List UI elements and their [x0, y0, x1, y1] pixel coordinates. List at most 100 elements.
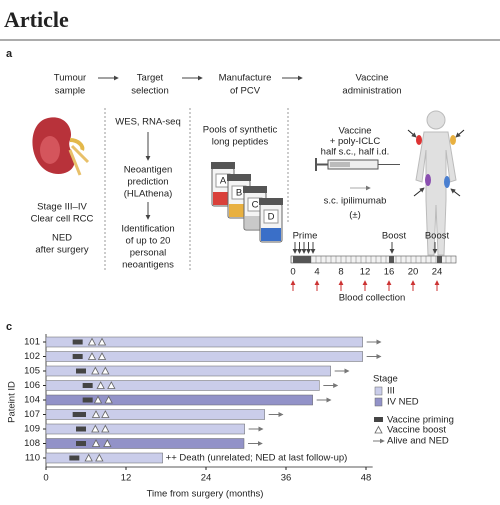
syringe-icon — [315, 158, 400, 191]
selection-text: Neoantigen — [124, 165, 173, 176]
legend-swatch — [374, 386, 383, 396]
vial-liquid — [261, 228, 281, 241]
boost-mark — [101, 424, 110, 433]
x-tick-label: 12 — [121, 473, 132, 484]
legend-label: Alive and NED — [387, 436, 449, 447]
vaccine-text: Vaccine — [338, 126, 371, 137]
patient-bar — [45, 452, 163, 464]
boost-mark — [107, 381, 116, 389]
priming-mark — [72, 412, 86, 417]
y-axis-label: Pateint ID — [7, 381, 18, 423]
week-label: 8 — [338, 267, 343, 278]
selection-text: personal — [130, 248, 166, 259]
tumour-text: NED — [52, 233, 72, 244]
legend-label: Vaccine priming — [387, 415, 454, 426]
patient-bar — [45, 351, 363, 362]
swimmer-chart: c Pateint ID Time from surgery (months) … — [6, 321, 454, 500]
kidney-icon — [32, 117, 90, 176]
priming-mark — [69, 455, 80, 461]
boost-mark — [91, 439, 101, 447]
x-tick-label: 48 — [361, 473, 372, 484]
y-tick-label: 106 — [24, 380, 40, 391]
y-tick-label: 102 — [24, 351, 40, 362]
patient-bar — [45, 423, 245, 435]
blood-label: Blood collection — [339, 293, 406, 304]
x-axis-label: Time from surgery (months) — [147, 489, 264, 500]
patient-bar — [45, 365, 331, 377]
step-label: selection — [131, 86, 169, 97]
tumour-text: Stage III–IV — [37, 202, 87, 213]
boost-mark — [97, 352, 107, 360]
vial-cap — [211, 162, 235, 169]
boost-label: Boost — [425, 231, 450, 242]
step-label: administration — [342, 86, 401, 97]
boost-mark — [87, 337, 97, 346]
timeline: Prime Boost Boost 0 4 8 12 16 20 24 Blood collecti… — [290, 231, 457, 304]
selection-text: prediction — [127, 177, 168, 188]
step-label: Manufacture — [219, 73, 272, 84]
boost-mark — [84, 453, 93, 462]
selection-text: WES, RNA-seq — [115, 117, 180, 128]
y-tick-label: 110 — [25, 453, 40, 464]
priming-mark — [82, 383, 93, 388]
y-tick-label: 104 — [24, 395, 40, 406]
legend-priming — [374, 417, 383, 422]
vial-label: B — [236, 188, 242, 199]
step-label: of PCV — [230, 86, 261, 97]
selection-text: Identification — [121, 224, 174, 235]
week-label: 4 — [314, 267, 319, 278]
step-label: Vaccine — [355, 73, 388, 84]
patient-bar — [45, 394, 313, 406]
y-tick-label: 101 — [24, 337, 40, 348]
vial-label: A — [220, 176, 227, 187]
week-label: 16 — [384, 267, 395, 278]
selection-text: WES, RNA-seq Neoantigenprediction(HLAthen… — [115, 117, 180, 271]
legend-title: Stage — [373, 374, 398, 385]
vial-cap — [243, 186, 267, 193]
boost-mark — [87, 352, 97, 360]
patient-bar — [45, 336, 363, 348]
priming-mark — [76, 441, 86, 446]
patient-bar — [45, 380, 320, 391]
boost-mark — [91, 410, 101, 418]
legend-boost — [374, 425, 383, 434]
patient-bar — [45, 409, 265, 420]
optional-text: (±) — [349, 210, 361, 221]
prime-label: Prime — [293, 231, 318, 242]
boost-mark — [101, 366, 110, 375]
legend-label: III — [387, 386, 395, 397]
annotation: ++ Death (unrelated; NED at last follow-… — [166, 453, 348, 464]
boost-mark — [91, 366, 100, 375]
boost-mark — [93, 395, 103, 404]
vaccine-text: half s.c., half i.d. — [321, 147, 390, 158]
priming-mark — [82, 397, 93, 403]
y-tick-label: 105 — [24, 366, 40, 377]
y-tick-label: 107 — [24, 409, 40, 420]
legend-label: IV NED — [387, 397, 419, 408]
page-title: Article — [4, 7, 69, 32]
priming-mark — [72, 339, 83, 345]
vial-cap — [259, 198, 283, 205]
vial-tag — [263, 209, 279, 224]
dose-block — [437, 256, 442, 263]
selection-text: neoantigens — [122, 260, 174, 271]
week-label: 12 — [360, 267, 371, 278]
boost-mark — [97, 337, 107, 346]
priming-mark — [76, 368, 86, 374]
week-label: 24 — [432, 267, 443, 278]
boost-mark — [103, 439, 112, 447]
selection-text: of up to 20 — [126, 236, 171, 247]
panel-label: a — [6, 48, 13, 60]
manufacture-text: long peptides — [212, 137, 269, 148]
priming-mark — [72, 354, 83, 359]
step-label: Tumour — [54, 73, 86, 84]
legend-label: Vaccine boost — [387, 425, 446, 436]
ipilimumab-text: s.c. ipilimumab — [324, 196, 387, 207]
patient-bar — [45, 438, 245, 449]
week-label: 0 — [290, 267, 295, 278]
selection-text: (HLAthena) — [124, 189, 173, 200]
body-icon — [407, 110, 465, 256]
